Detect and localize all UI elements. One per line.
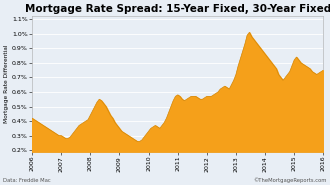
Text: ©TheMortgageReports.com: ©TheMortgageReports.com (253, 178, 327, 183)
Title: Mortgage Rate Spread: 15-Year Fixed, 30-Year Fixed: Mortgage Rate Spread: 15-Year Fixed, 30-… (24, 4, 330, 14)
Y-axis label: Mortgage Rate Differential: Mortgage Rate Differential (4, 45, 9, 123)
Text: Data: Freddie Mac: Data: Freddie Mac (3, 178, 51, 183)
